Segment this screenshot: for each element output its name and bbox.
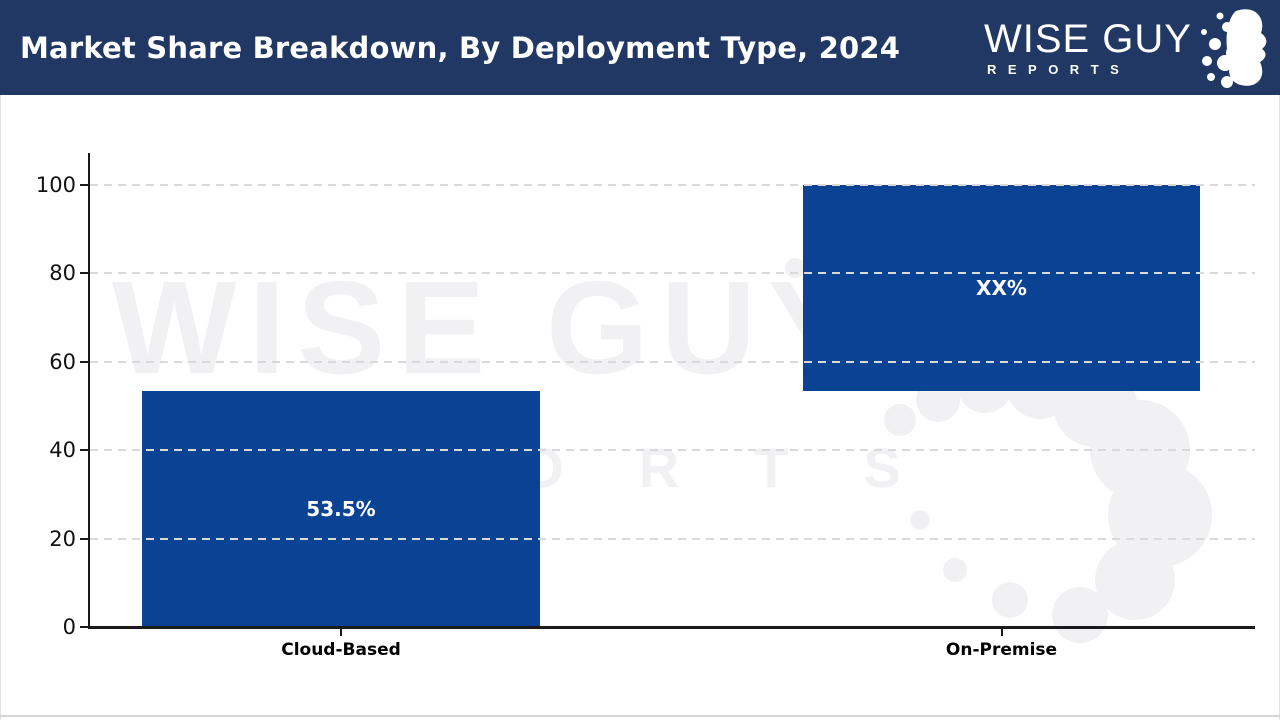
bar-value-label: 53.5%: [306, 496, 376, 521]
x-axis-line: [88, 626, 1255, 629]
chart-title: Market Share Breakdown, By Deployment Ty…: [20, 30, 901, 65]
logo-face-icon: [1201, 9, 1267, 88]
bar-value-label: XX%: [976, 275, 1027, 300]
y-tick-label: 40: [49, 438, 76, 463]
gridline-100: [90, 184, 1255, 186]
y-tick-mark: [80, 184, 88, 186]
gridline-20: [90, 537, 1255, 540]
y-tick-label: 0: [62, 615, 76, 639]
page-left-border: [0, 95, 1, 720]
x-tick-mark: [1000, 629, 1003, 636]
gridline-80: [90, 272, 1255, 275]
logo-reports-text: REPORTS: [986, 62, 1131, 77]
page-bottom-rule: [0, 715, 1280, 717]
y-tick-label: 80: [49, 261, 76, 286]
y-tick-mark: [80, 449, 88, 452]
x-category-label: Cloud-Based: [281, 640, 401, 660]
gridline-60: [90, 360, 1255, 363]
wise-guy-reports-logo: WISE GUY REPORTS: [984, 4, 1272, 92]
x-category-label: On-Premise: [945, 640, 1058, 660]
y-tick-mark: [80, 272, 88, 275]
y-tick-label: 20: [49, 526, 76, 551]
y-tick-mark: [80, 626, 88, 628]
y-tick-label: 60: [49, 349, 76, 374]
bar-cloud-based: 53.5%: [142, 390, 540, 627]
gridline-40: [90, 449, 1255, 452]
y-tick-label: 100: [35, 173, 76, 197]
y-tick-mark: [80, 360, 88, 363]
header-bar: Market Share Breakdown, By Deployment Ty…: [0, 0, 1280, 95]
x-tick-mark: [340, 629, 342, 636]
bar-on-premise: XX%: [803, 185, 1200, 391]
logo-wordmark: WISE GUY: [983, 17, 1192, 61]
y-axis-line: [88, 153, 90, 629]
y-tick-mark: [80, 537, 88, 540]
